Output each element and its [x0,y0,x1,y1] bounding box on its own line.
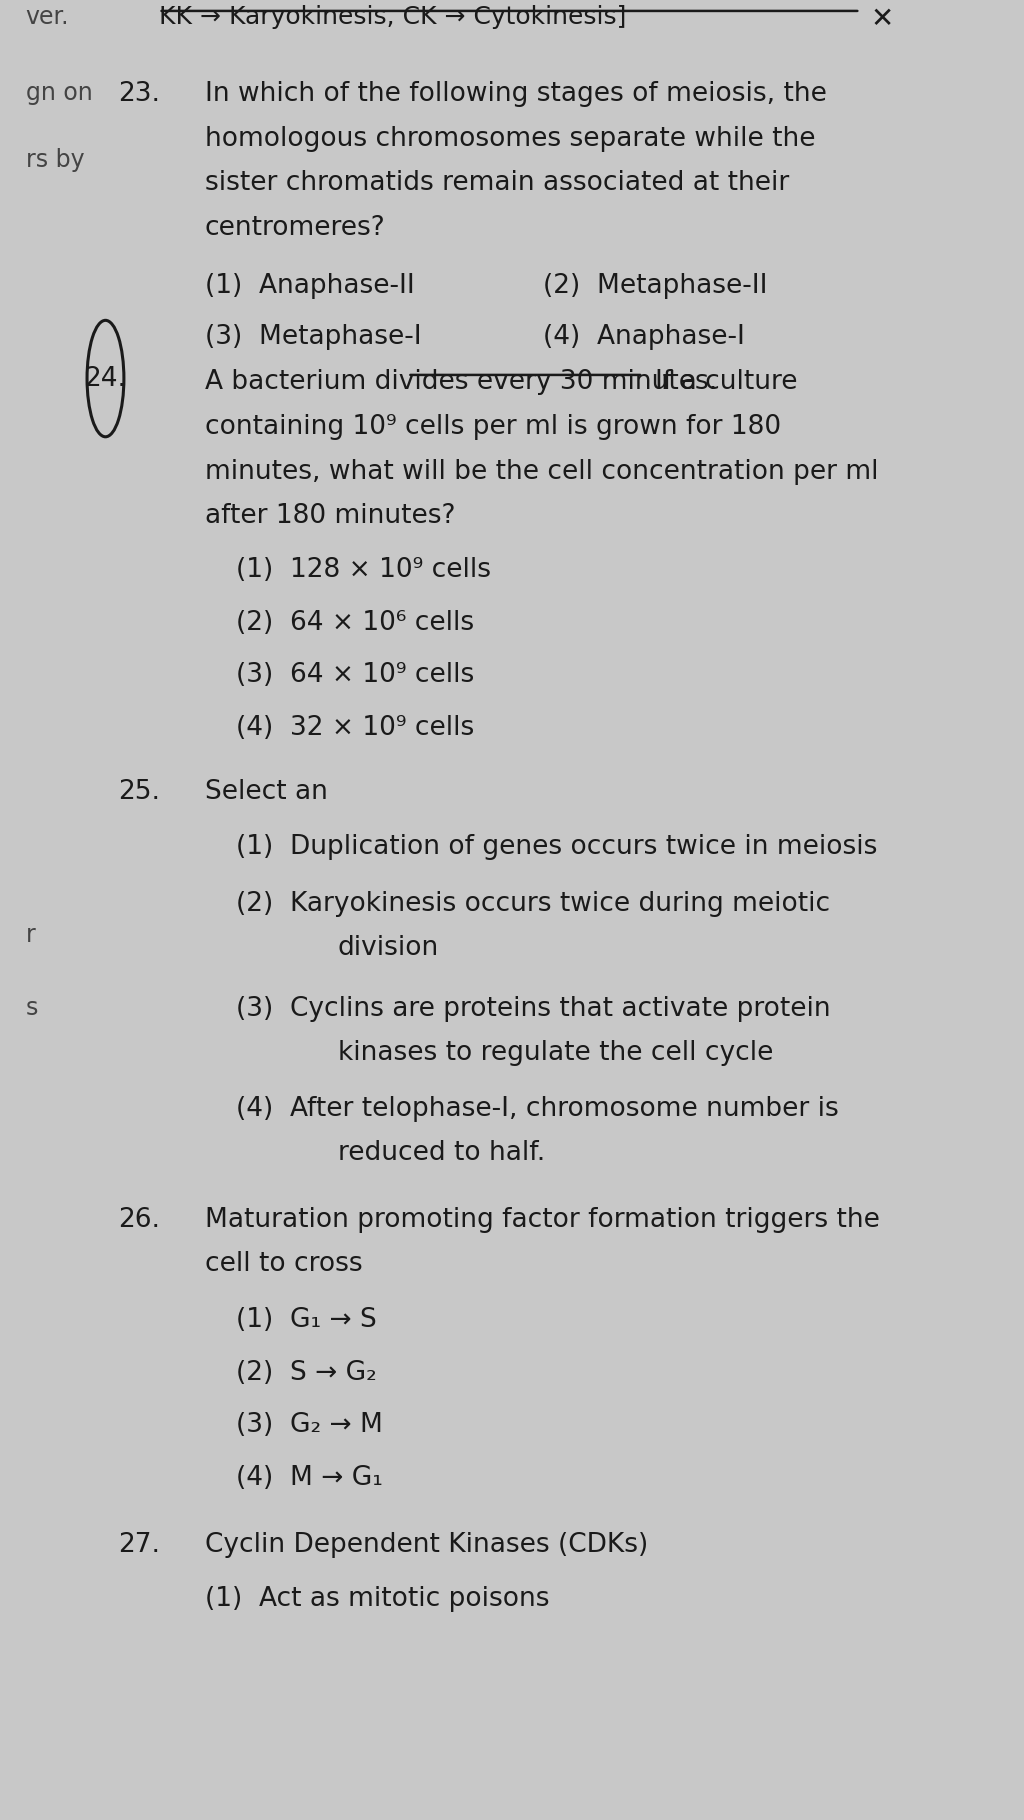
Text: (1)  128 × 10⁹ cells: (1) 128 × 10⁹ cells [236,557,490,582]
Text: (3)  64 × 10⁹ cells: (3) 64 × 10⁹ cells [236,662,474,688]
Text: (3)  Cyclins are proteins that activate protein: (3) Cyclins are proteins that activate p… [236,996,830,1021]
Text: Select an: Select an [205,779,336,804]
Text: (4)  After telophase-I, chromosome number is: (4) After telophase-I, chromosome number… [236,1096,839,1121]
Text: minutes, what will be the cell concentration per ml: minutes, what will be the cell concentra… [205,459,879,484]
Text: If a culture: If a culture [655,369,798,395]
Text: 25.: 25. [118,779,160,804]
Text: In which of the following stages of meiosis, the: In which of the following stages of meio… [205,80,826,107]
Text: r: r [26,923,36,946]
Text: kinases to regulate the cell cycle: kinases to regulate the cell cycle [338,1041,773,1067]
Text: (2)  64 × 10⁶ cells: (2) 64 × 10⁶ cells [236,610,474,635]
Text: centromeres?: centromeres? [205,215,386,240]
Text: rs by: rs by [26,147,84,173]
Text: division: division [338,935,439,961]
Text: Maturation promoting factor formation triggers the: Maturation promoting factor formation tr… [205,1207,880,1232]
Text: (2)  Metaphase-II: (2) Metaphase-II [543,273,767,298]
Text: (2)  Karyokinesis occurs twice during meiotic: (2) Karyokinesis occurs twice during mei… [236,892,829,917]
Text: 27.: 27. [118,1532,160,1558]
Text: sister chromatids remain associated at their: sister chromatids remain associated at t… [205,171,790,197]
Text: homologous chromosomes separate while the: homologous chromosomes separate while th… [205,126,815,151]
Text: containing 10⁹ cells per ml is grown for 180: containing 10⁹ cells per ml is grown for… [205,413,781,440]
Text: KK → Karyokinesis, CK → Cytokinesis]: KK → Karyokinesis, CK → Cytokinesis] [159,4,626,29]
Text: 26.: 26. [118,1207,160,1232]
Text: ✕: ✕ [870,4,894,33]
Text: ver.: ver. [26,4,69,29]
Text: (2)  S → G₂: (2) S → G₂ [236,1360,376,1385]
Text: (1)  Duplication of genes occurs twice in meiosis: (1) Duplication of genes occurs twice in… [236,834,877,859]
Text: reduced to half.: reduced to half. [338,1139,545,1167]
Text: (4)  Anaphase-I: (4) Anaphase-I [543,324,744,349]
Text: 23.: 23. [118,80,160,107]
Text: (1)  G₁ → S: (1) G₁ → S [236,1307,376,1332]
Text: Cyclin Dependent Kinases (CDKs): Cyclin Dependent Kinases (CDKs) [205,1532,648,1558]
Text: gn on: gn on [26,80,92,106]
Text: 24.: 24. [84,366,127,391]
Text: (3)  G₂ → M: (3) G₂ → M [236,1412,382,1438]
Text: (3)  Metaphase-I: (3) Metaphase-I [205,324,422,349]
Text: A bacterium divides every 30 minutes.: A bacterium divides every 30 minutes. [205,369,717,395]
Text: (1)  Anaphase-II: (1) Anaphase-II [205,273,415,298]
Text: after 180 minutes?: after 180 minutes? [205,502,456,530]
Text: s: s [26,996,38,1019]
Text: (4)  M → G₁: (4) M → G₁ [236,1465,382,1491]
Text: (1)  Act as mitotic poisons: (1) Act as mitotic poisons [205,1585,549,1613]
Text: (4)  32 × 10⁹ cells: (4) 32 × 10⁹ cells [236,715,474,741]
Text: cell to cross: cell to cross [205,1252,362,1278]
